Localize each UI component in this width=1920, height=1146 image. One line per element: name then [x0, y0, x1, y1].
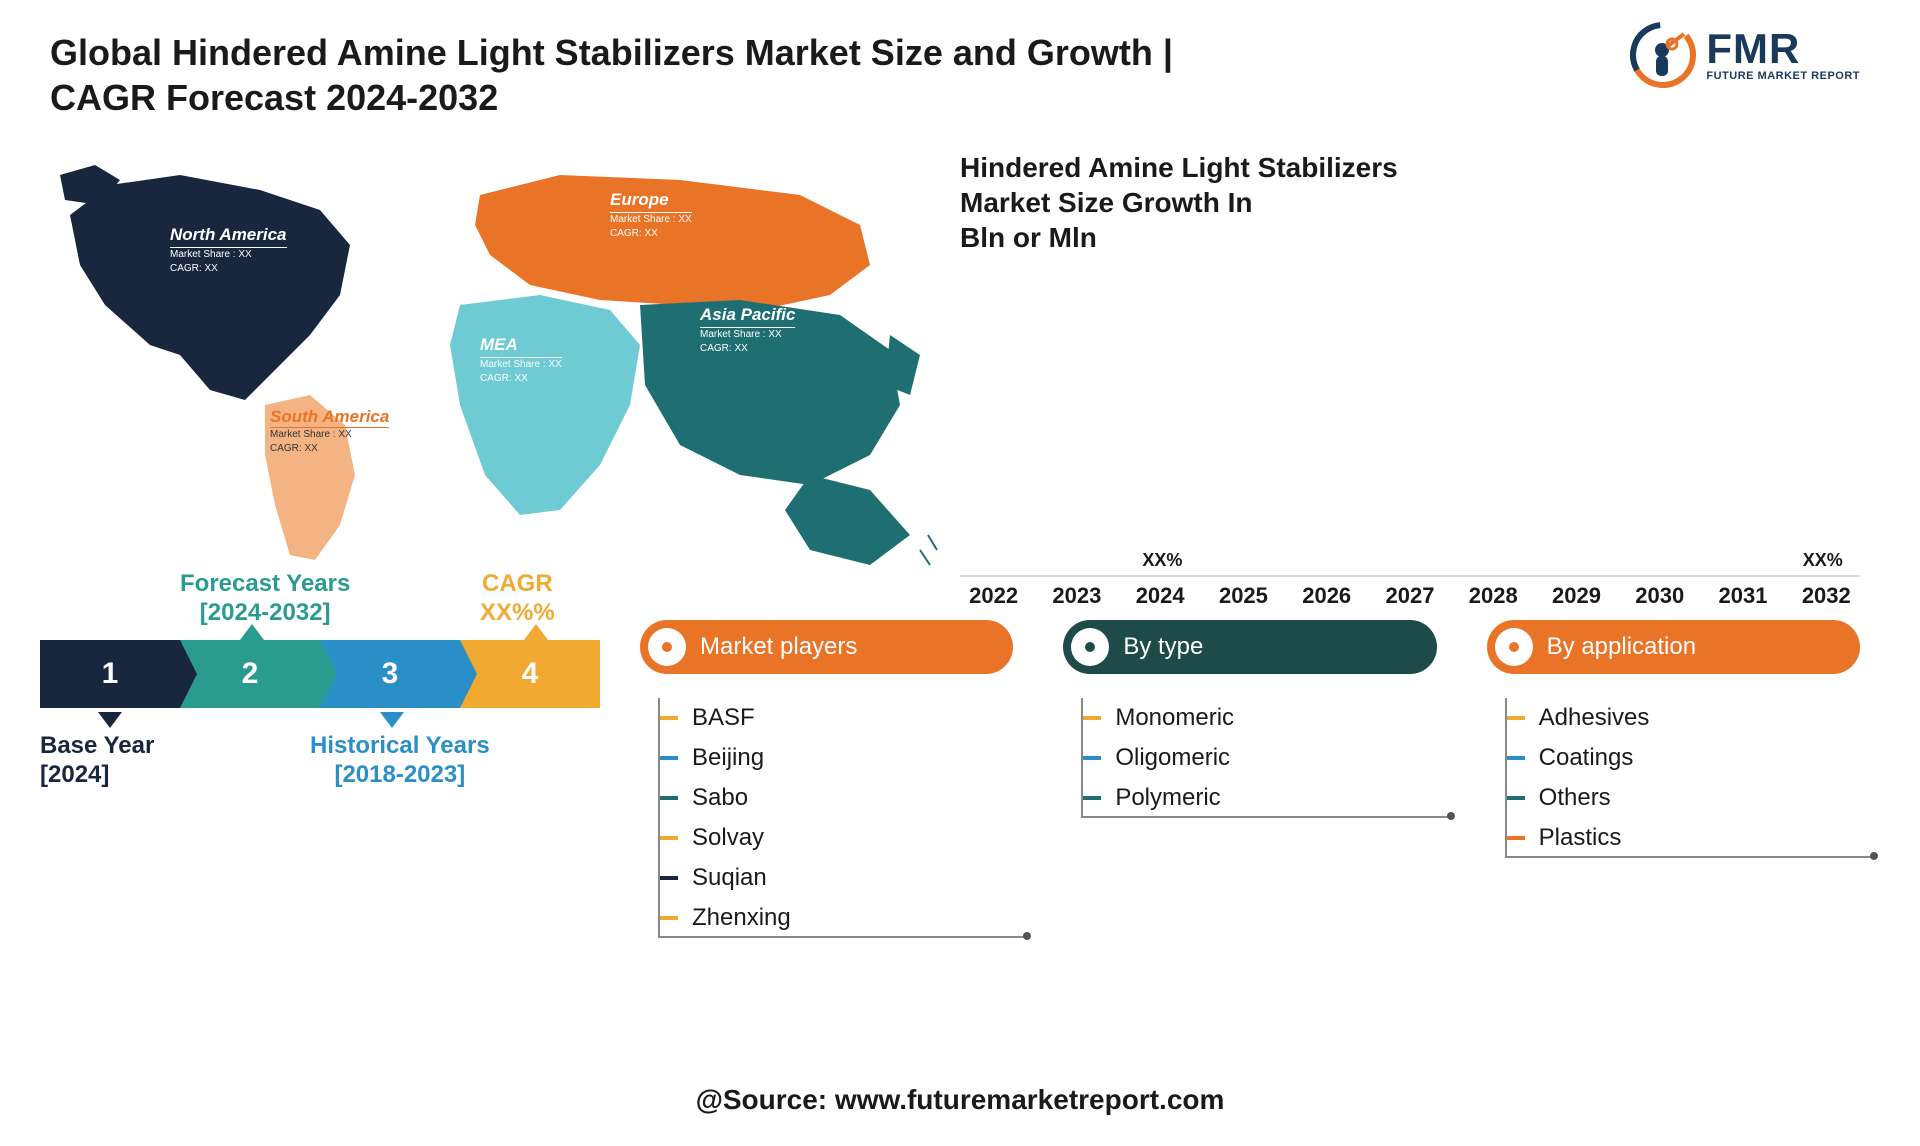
category-pills-row: Market players BASFBeijingSaboSolvaySuqia… — [640, 620, 1860, 938]
list-item: Oligomeric — [1115, 738, 1436, 778]
pill-header: Market players — [640, 620, 1013, 674]
label-europe: Europe Market Share : XX CAGR: XX — [610, 190, 692, 241]
tl-historical-note: Historical Years [2018-2023] — [310, 732, 490, 790]
timeline: Forecast Years [2024-2032] CAGR XX%% 123… — [40, 640, 600, 708]
x-label: 2028 — [1460, 583, 1527, 609]
pill-item-list: BASFBeijingSaboSolvaySuqianZhenxing — [658, 698, 1013, 938]
x-axis-labels: 2022 2023 2024 2025 2026 2027 2028 2029 2030 2031… — [960, 575, 1860, 609]
pill-header: By application — [1487, 620, 1860, 674]
list-item: Polymeric — [1115, 778, 1436, 818]
label-asia-pacific: Asia Pacific Market Share : XX CAGR: XX — [700, 305, 795, 356]
list-item: BASF — [692, 698, 1013, 738]
timeline-seg-3: 3 — [320, 640, 460, 708]
pill-item-list: AdhesivesCoatingsOthersPlastics — [1505, 698, 1860, 858]
bar-chart: Hindered Amine Light Stabilizers Market … — [960, 150, 1860, 580]
label-mea: MEA Market Share : XX CAGR: XX — [480, 335, 562, 386]
pill-col-2: By application AdhesivesCoatingsOthersPla… — [1487, 620, 1860, 938]
x-label: 2026 — [1293, 583, 1360, 609]
label-north-america: North America Market Share : XX CAGR: XX — [170, 225, 287, 276]
region-nz — [920, 535, 937, 565]
bar-annotation: XX% — [1142, 550, 1182, 571]
bars-container: XX% XX% — [960, 265, 1860, 575]
x-label: 2031 — [1709, 583, 1776, 609]
list-item: Zhenxing — [692, 898, 1013, 938]
tl-base-note: Base Year [2024] — [40, 732, 154, 790]
list-item: Coatings — [1539, 738, 1860, 778]
pill-col-1: By type MonomericOligomericPolymeric — [1063, 620, 1436, 938]
logo-main-text: FMR — [1706, 28, 1860, 70]
pill-col-0: Market players BASFBeijingSaboSolvaySuqia… — [640, 620, 1013, 938]
x-label: 2024 — [1127, 583, 1194, 609]
region-mea — [450, 295, 640, 515]
pill-header: By type — [1063, 620, 1436, 674]
pill-item-list: MonomericOligomericPolymeric — [1081, 698, 1436, 818]
list-item: Solvay — [692, 818, 1013, 858]
logo-sub-text: FUTURE MARKET REPORT — [1706, 70, 1860, 82]
page-title: Global Hindered Amine Light Stabilizers … — [50, 30, 1250, 120]
fmr-logo: FMR FUTURE MARKET REPORT — [1628, 20, 1860, 90]
timeline-row: 1234 — [40, 640, 600, 708]
region-north-america — [60, 165, 350, 400]
tl-forecast-note: Forecast Years [2024-2032] — [180, 570, 350, 628]
timeline-seg-4: 4 — [460, 640, 600, 708]
timeline-seg-2: 2 — [180, 640, 320, 708]
list-item: Beijing — [692, 738, 1013, 778]
tl-arrow-base — [98, 712, 122, 728]
x-label: 2022 — [960, 583, 1027, 609]
tl-cagr-note: CAGR XX%% — [480, 570, 555, 628]
fmr-logo-icon — [1628, 20, 1698, 90]
list-item: Plastics — [1539, 818, 1860, 858]
label-south-america: South America Market Share : XX CAGR: XX — [270, 407, 389, 456]
bar-annotation: XX% — [1803, 550, 1843, 571]
timeline-seg-1: 1 — [40, 640, 180, 708]
x-label: 2027 — [1376, 583, 1443, 609]
x-label: 2023 — [1043, 583, 1110, 609]
x-label: 2032 — [1793, 583, 1860, 609]
list-item: Sabo — [692, 778, 1013, 818]
tl-arrow-historical — [380, 712, 404, 728]
list-item: Monomeric — [1115, 698, 1436, 738]
list-item: Adhesives — [1539, 698, 1860, 738]
list-item: Suqian — [692, 858, 1013, 898]
tl-arrow-forecast — [240, 624, 264, 640]
world-map: North America Market Share : XX CAGR: XX… — [40, 155, 940, 575]
source-text: @Source: www.futuremarketreport.com — [0, 1084, 1920, 1116]
x-label: 2030 — [1626, 583, 1693, 609]
x-label: 2029 — [1543, 583, 1610, 609]
chart-title: Hindered Amine Light Stabilizers Market … — [960, 150, 1860, 255]
list-item: Others — [1539, 778, 1860, 818]
x-label: 2025 — [1210, 583, 1277, 609]
tl-arrow-cagr — [524, 624, 548, 640]
